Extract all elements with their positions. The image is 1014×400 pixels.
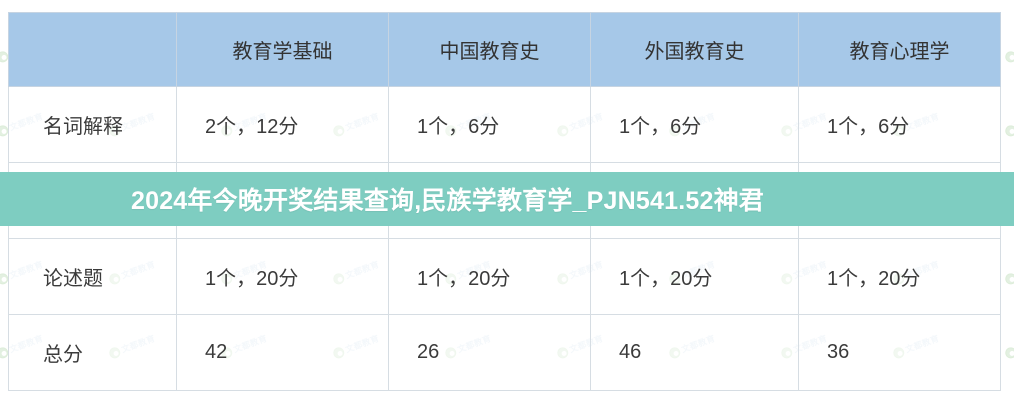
watermark-mark: 文都教育 [1003,36,1014,64]
cell-0-2: 1个，6分 [590,86,799,163]
table-row: 名词解释 2个，12分 1个，6分 1个，6分 1个，6分 [8,86,1001,163]
promo-banner: 2024年今晚开奖结果查询,民族学教育学_PJN541.52神君 [0,172,1014,226]
watermark-mark: 文都教育 [1003,258,1014,286]
cell-3-1: 26 [388,314,591,391]
cell-0-0: 2个，12分 [176,86,389,163]
watermark-mark: 文都教育 [1003,332,1014,360]
header-cell-subject-4: 教育心理学 [798,12,1001,87]
cell-3-2: 46 [590,314,799,391]
circle-logo-icon [1003,271,1014,286]
promo-banner-text: 2024年今晚开奖结果查询,民族学教育学_PJN541.52神君 [131,187,764,215]
row-label-3: 总分 [8,314,177,391]
row-label-0: 名词解释 [8,86,177,163]
cell-2-0: 1个，20分 [176,238,389,315]
cell-3-0: 42 [176,314,389,391]
watermark-mark: 文都教育 [1003,110,1014,138]
table-header: 教育学基础 中国教育史 外国教育史 教育心理学 [8,12,1001,87]
cell-2-2: 1个，20分 [590,238,799,315]
cell-0-1: 1个，6分 [388,86,591,163]
circle-logo-icon [1003,123,1014,138]
header-cell-subject-1: 教育学基础 [176,12,389,87]
cell-3-3: 36 [798,314,1001,391]
header-cell-subject-3: 外国教育史 [590,12,799,87]
circle-logo-icon [1003,49,1014,64]
cell-0-3: 1个，6分 [798,86,1001,163]
row-label-2: 论述题 [8,238,177,315]
circle-logo-icon [1003,345,1014,360]
header-row: 教育学基础 中国教育史 外国教育史 教育心理学 [8,12,1001,87]
table-row: 总分 42 26 46 36 [8,314,1001,391]
cell-2-3: 1个，20分 [798,238,1001,315]
table-body: 名词解释 2个，12分 1个，6分 1个，6分 1个，6分 简答题 10分 论述… [8,86,1001,391]
header-cell-corner [8,12,177,87]
header-cell-subject-2: 中国教育史 [388,12,591,87]
table-row: 论述题 1个，20分 1个，20分 1个，20分 1个，20分 [8,238,1001,315]
cell-2-1: 1个，20分 [388,238,591,315]
